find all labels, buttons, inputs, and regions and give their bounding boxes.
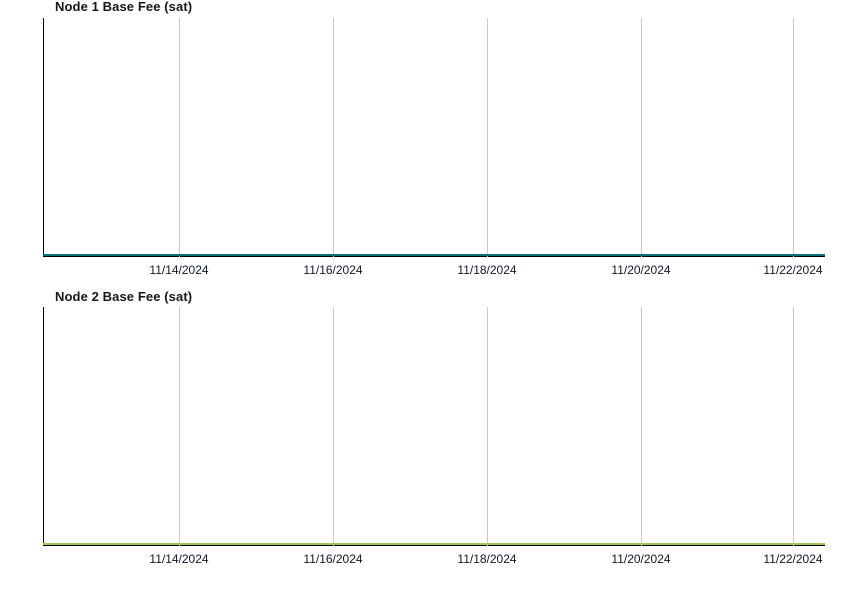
x-tick-label: 11/18/2024 xyxy=(457,263,517,277)
gridline-x-1 xyxy=(179,307,180,546)
series-line-node-1-base-fee xyxy=(43,254,825,256)
y-axis-spine xyxy=(43,307,44,546)
x-axis-spine xyxy=(43,256,825,257)
chart-title: Node 2 Base Fee (sat) xyxy=(55,289,193,304)
gridline-x-5 xyxy=(793,18,794,257)
gridline-x-4 xyxy=(641,307,642,546)
x-tick-label-group: 11/14/2024 11/16/2024 11/18/2024 11/20/2… xyxy=(0,551,860,567)
x-tick-label: 11/14/2024 xyxy=(149,263,209,277)
x-tick-label: 11/20/2024 xyxy=(611,552,671,566)
gridline-x-1 xyxy=(179,18,180,257)
chart-title: Node 1 Base Fee (sat) xyxy=(55,0,193,14)
x-tick-label: 11/20/2024 xyxy=(611,263,671,277)
gridline-x-5 xyxy=(793,307,794,546)
gridline-x-2 xyxy=(333,18,334,257)
x-tick-label: 11/18/2024 xyxy=(457,552,517,566)
x-tick-label: 11/16/2024 xyxy=(303,552,363,566)
series-line-node-2-base-fee xyxy=(43,543,825,545)
chart-panel-node-1-base-fee: Node 1 Base Fee (sat) 11/14/2024 11/16/2… xyxy=(0,0,860,290)
x-tick-label: 11/22/2024 xyxy=(763,552,823,566)
x-tick-label: 11/22/2024 xyxy=(763,263,823,277)
gridline-x-2 xyxy=(333,307,334,546)
plot-area xyxy=(43,18,825,257)
x-axis-spine xyxy=(43,545,825,546)
x-tick-label: 11/14/2024 xyxy=(149,552,209,566)
gridline-x-3 xyxy=(487,18,488,257)
chart-panel-node-2-base-fee: Node 2 Base Fee (sat) 11/14/2024 11/16/2… xyxy=(0,289,860,579)
y-axis-spine xyxy=(43,18,44,257)
x-tick-label: 11/16/2024 xyxy=(303,263,363,277)
x-tick-label-group: 11/14/2024 11/16/2024 11/18/2024 11/20/2… xyxy=(0,262,860,278)
plot-area xyxy=(43,307,825,546)
gridline-x-3 xyxy=(487,307,488,546)
gridline-x-4 xyxy=(641,18,642,257)
